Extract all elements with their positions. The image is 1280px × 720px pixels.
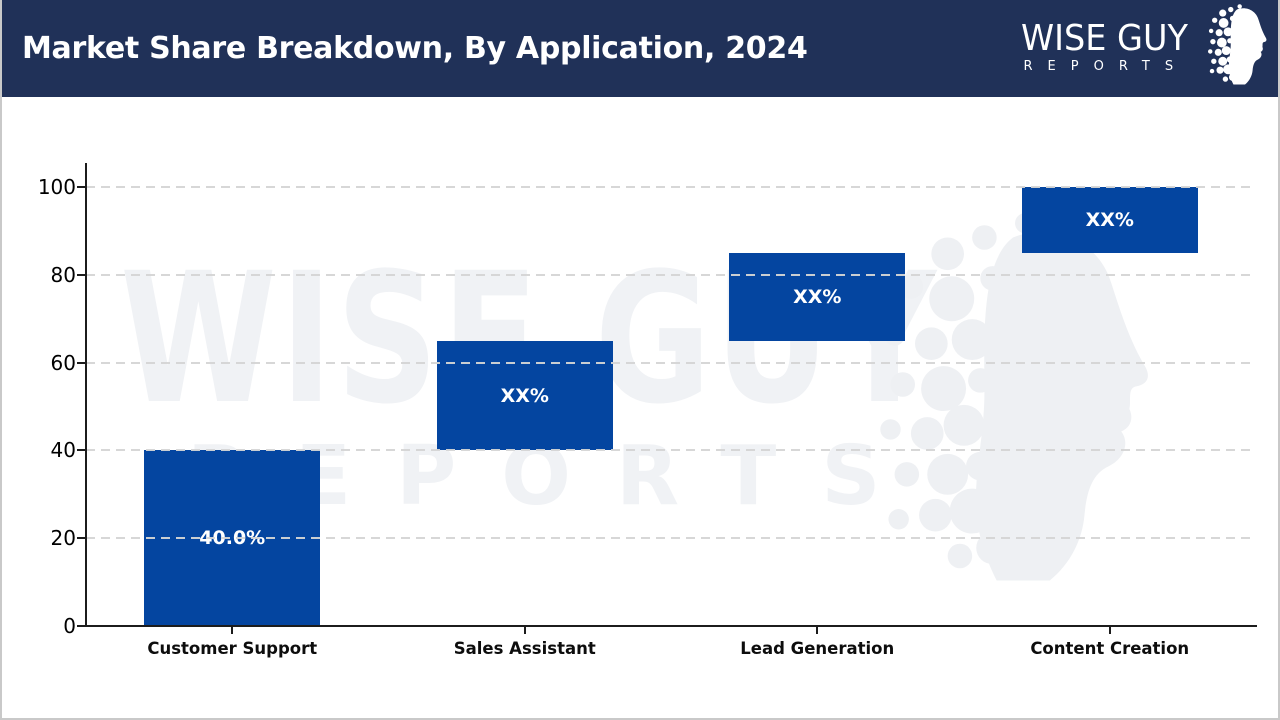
y-tick-label: 60 (50, 350, 76, 375)
bar-value-label: XX% (500, 384, 549, 407)
brand-wordmark: WISE GUY (1020, 18, 1188, 60)
gridline (86, 449, 1256, 452)
y-tick-mark (77, 537, 86, 540)
gridline (86, 186, 1256, 188)
y-tick-label: 0 (63, 614, 76, 638)
gridline (86, 273, 1256, 276)
bar-value-label: XX% (1085, 208, 1134, 231)
y-tick-mark (77, 361, 86, 364)
x-axis-spine (85, 625, 1257, 627)
y-tick-label: 40 (50, 438, 76, 463)
chart-header: Market Share Breakdown, By Application, … (2, 0, 1278, 97)
x-category-label: Lead Generation (740, 639, 895, 658)
brand-logo: WISE GUY REPORTS (1021, 4, 1271, 90)
y-tick-mark (77, 273, 86, 276)
x-category-label: Customer Support (147, 639, 318, 658)
bar-value-label: XX% (793, 285, 842, 308)
y-tick-label: 80 (50, 262, 76, 287)
y-tick-label: 20 (50, 526, 76, 551)
watermark-head-icon (880, 213, 1148, 581)
x-tick-mark (1108, 627, 1111, 634)
y-axis-spine (85, 163, 87, 627)
bar-lead-generation: XX% (729, 252, 906, 341)
y-tick-mark (77, 625, 86, 627)
brand-head-icon (1208, 4, 1267, 85)
bar-content-creation: XX% (1021, 187, 1198, 253)
x-tick-mark (523, 627, 526, 634)
y-tick-label: 100 (37, 175, 76, 199)
gridline (86, 537, 1256, 540)
chart-title: Market Share Breakdown, By Application, … (22, 31, 808, 66)
x-tick-mark (231, 627, 234, 634)
x-category-label: Content Creation (1030, 639, 1190, 658)
bar-sales-assistant: XX% (436, 340, 613, 451)
x-tick-mark (816, 627, 819, 634)
y-tick-mark (77, 449, 86, 452)
x-category-label: Sales Assistant (453, 639, 596, 658)
gridline (86, 361, 1256, 364)
y-tick-mark (77, 186, 86, 188)
brand-sub-wordmark: REPORTS (1023, 58, 1189, 74)
